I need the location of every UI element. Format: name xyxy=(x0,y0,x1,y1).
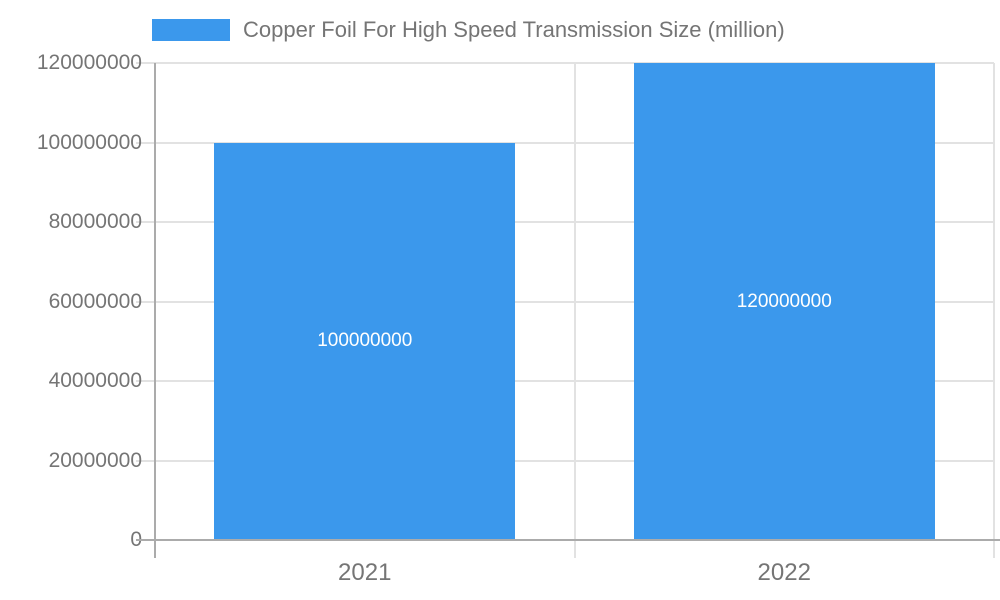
y-tick xyxy=(136,380,155,382)
x-axis-line xyxy=(136,539,1000,541)
y-axis-label: 120000000 xyxy=(36,51,142,74)
y-tick xyxy=(136,300,155,303)
x-axis-label: 2022 xyxy=(757,559,811,586)
legend: Copper Foil For High Speed Transmission … xyxy=(152,17,785,43)
y-tick xyxy=(136,62,155,64)
x-axis-label: 2021 xyxy=(338,559,392,586)
y-axis-label: 100000000 xyxy=(36,130,142,154)
x-gridline xyxy=(573,63,576,558)
bar xyxy=(214,142,516,540)
y-tick xyxy=(136,141,155,144)
bar-value-label: 100000000 xyxy=(317,330,413,352)
y-axis-label: 60000000 xyxy=(48,289,142,313)
y-axis-label: 0 xyxy=(0,528,142,552)
y-axis-label: 80000000 xyxy=(48,210,142,233)
y-axis-label: 40000000 xyxy=(48,369,142,392)
legend-swatch xyxy=(152,19,230,41)
bar-value-label: 120000000 xyxy=(736,290,832,312)
y-axis-line xyxy=(154,63,156,558)
y-tick xyxy=(136,459,155,462)
y-axis-label: 20000000 xyxy=(48,448,142,472)
y-tick xyxy=(136,221,155,223)
bar xyxy=(633,63,935,540)
legend-label: Copper Foil For High Speed Transmission … xyxy=(243,17,785,42)
x-gridline xyxy=(993,63,995,558)
